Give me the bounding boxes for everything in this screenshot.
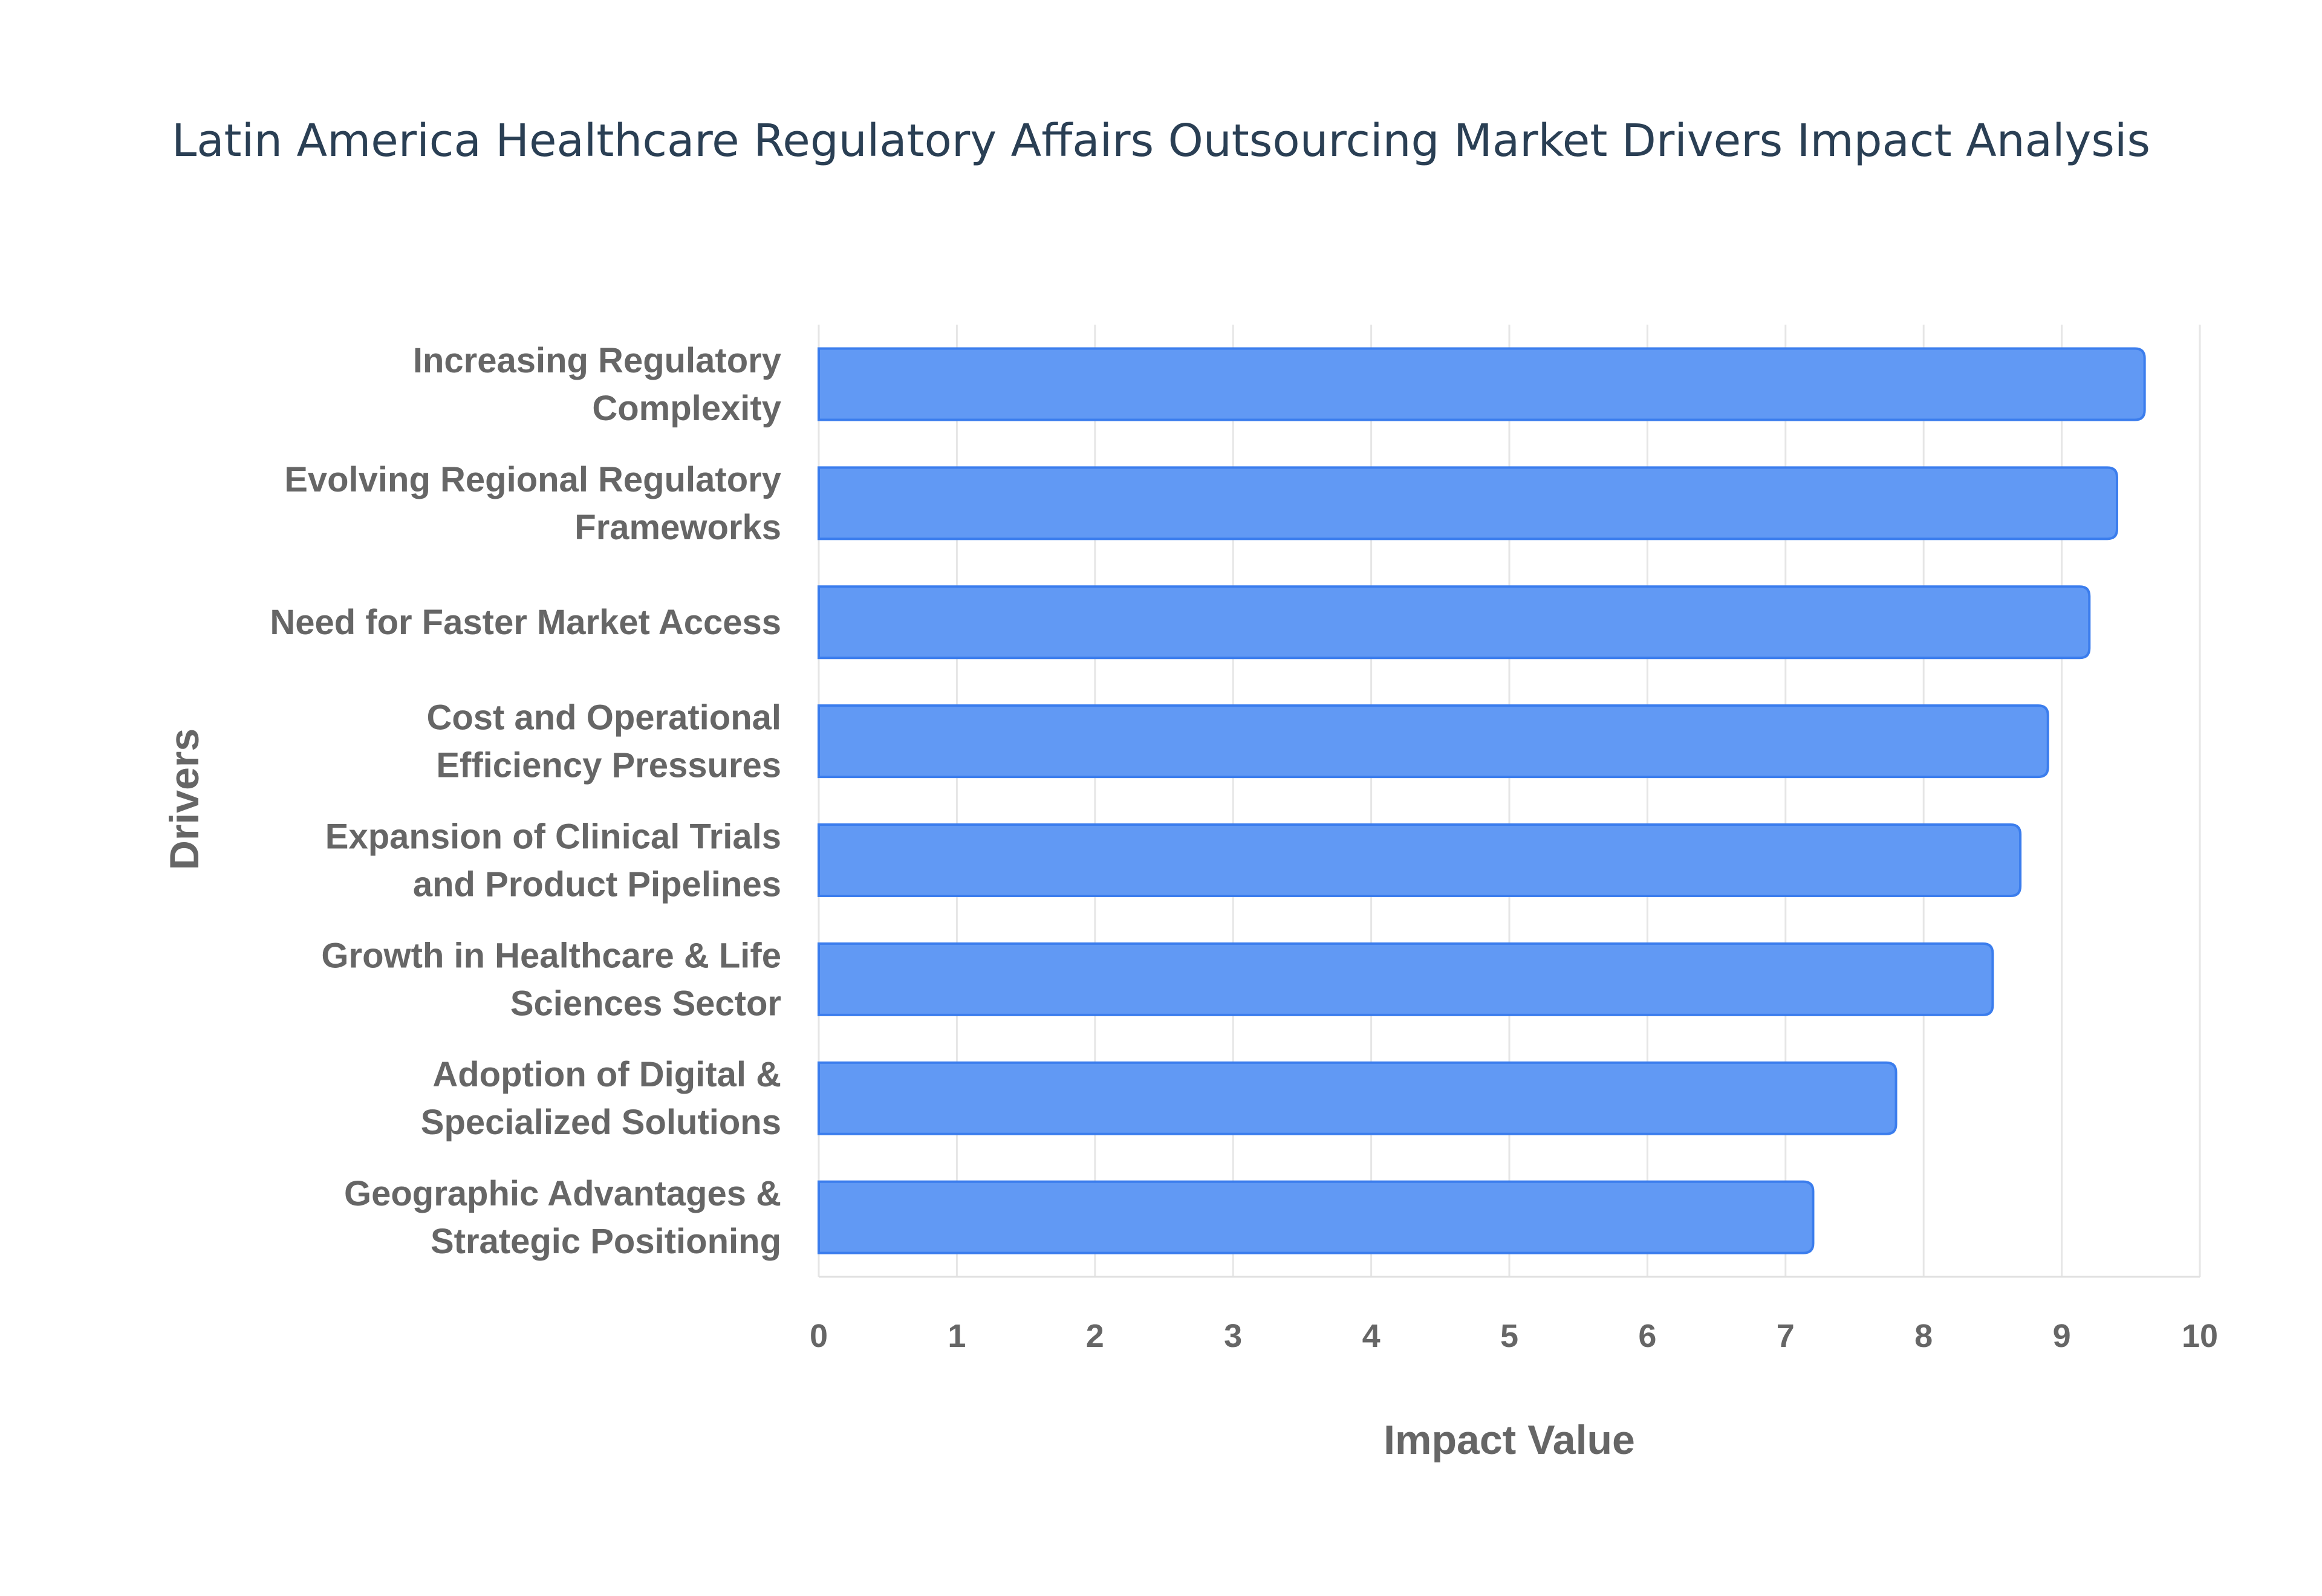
bar	[818, 1180, 1815, 1254]
bar	[818, 942, 1994, 1016]
category-label-line: Geographic Advantages &	[344, 1174, 781, 1213]
category-label-line: Strategic Positioning	[431, 1222, 781, 1261]
bars	[818, 347, 2146, 1254]
category-label-line: Need for Faster Market Access	[270, 603, 781, 642]
x-tick-labels: 0 1 2 3 4 5 6 7 8 9 10	[810, 1318, 2218, 1354]
x-tick-label: 6	[1638, 1318, 1656, 1354]
bar	[818, 1061, 1898, 1135]
category-label-line: Expansion of Clinical Trials	[325, 817, 781, 856]
category-label-line: Growth in Healthcare & Life	[321, 936, 781, 975]
category-label-line: Sciences Sector	[510, 984, 781, 1023]
category-label: Increasing Regulatory Complexity	[413, 341, 781, 428]
x-tick-label: 3	[1224, 1318, 1242, 1354]
x-tick-label: 1	[948, 1318, 966, 1354]
bar	[818, 704, 2049, 779]
category-label-line: Efficiency Pressures	[436, 746, 781, 785]
x-tick-label: 5	[1500, 1318, 1518, 1354]
category-label-line: Evolving Regional Regulatory	[284, 460, 781, 499]
y-axis-title: Drivers	[161, 728, 207, 870]
x-tick-label: 8	[1914, 1318, 1933, 1354]
bar	[818, 585, 2091, 660]
x-tick-label: 4	[1362, 1318, 1381, 1354]
category-label-line: Adoption of Digital &	[432, 1055, 781, 1094]
category-label-line: Specialized Solutions	[421, 1103, 781, 1142]
bar	[818, 466, 2118, 540]
x-tick-label: 2	[1086, 1318, 1104, 1354]
category-label: Expansion of Clinical Trials and Product …	[325, 817, 781, 904]
category-label-line: and Product Pipelines	[413, 864, 781, 904]
category-label-line: Frameworks	[574, 508, 781, 547]
category-label: Geographic Advantages & Strategic Positio…	[344, 1174, 781, 1261]
x-tick-label: 9	[2053, 1318, 2071, 1354]
x-tick-label: 0	[810, 1318, 828, 1354]
category-label: Adoption of Digital & Specialized Solutio…	[421, 1055, 781, 1142]
category-label: Evolving Regional Regulatory Frameworks	[284, 460, 781, 547]
category-label: Cost and Operational Efficiency Pressures	[426, 698, 781, 785]
category-labels: Increasing Regulatory Complexity Evolving …	[270, 341, 781, 1261]
category-label-line: Increasing Regulatory	[413, 341, 781, 380]
bar	[818, 823, 2022, 897]
x-tick-label: 10	[2182, 1318, 2218, 1354]
category-label-line: Complexity	[592, 389, 781, 428]
chart-title: Latin America Healthcare Regulatory Affa…	[172, 115, 2150, 167]
category-label-line: Cost and Operational	[426, 698, 781, 738]
x-tick-label: 7	[1777, 1318, 1795, 1354]
category-label: Need for Faster Market Access	[270, 603, 781, 642]
x-axis-title: Impact Value	[1384, 1417, 1635, 1463]
bar	[818, 347, 2146, 421]
category-label: Growth in Healthcare & Life Sciences Sect…	[321, 936, 781, 1023]
